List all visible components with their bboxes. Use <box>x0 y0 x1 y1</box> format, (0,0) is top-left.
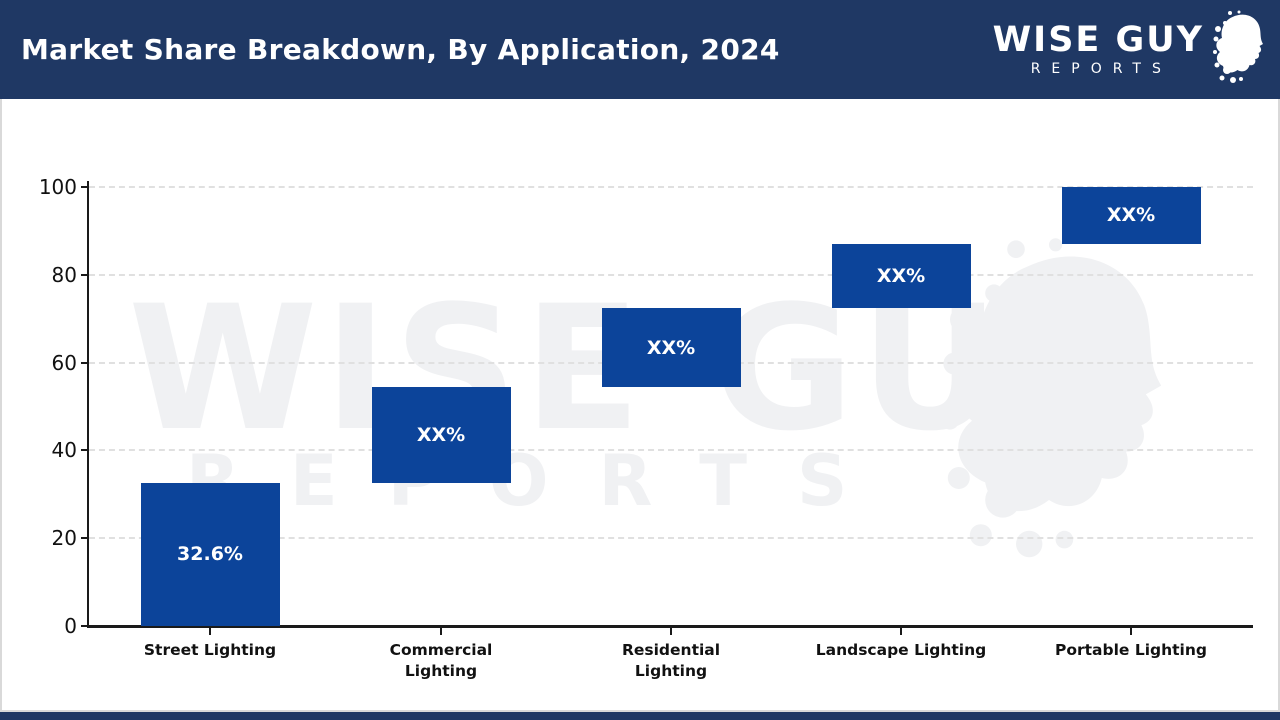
footer-bar <box>0 712 1280 720</box>
y-tick-label: 20 <box>51 526 77 551</box>
bar-label: XX% <box>876 264 926 287</box>
x-tick-mark <box>670 628 672 635</box>
logo-wordmark: WISE GUY <box>992 19 1204 60</box>
wiseguy-logo: WISE GUY REPORTS <box>993 10 1280 90</box>
x-category-label: Landscape Lighting <box>815 641 987 659</box>
bar-label: XX% <box>416 424 466 447</box>
x-category-label: Portable Lighting <box>1054 641 1207 659</box>
y-tick-mark <box>81 537 89 540</box>
x-axis <box>87 625 1253 628</box>
x-category-label: Residential Lighting <box>621 641 721 680</box>
bar-label: XX% <box>646 336 696 359</box>
right-border <box>1278 99 1280 710</box>
y-tick-mark <box>81 449 89 452</box>
x-category-label: Street Lighting <box>143 641 277 659</box>
logo-subtitle: REPORTS <box>1030 60 1172 77</box>
gridline <box>89 449 1253 452</box>
gridline <box>89 273 1253 276</box>
bar: XX% <box>1061 187 1201 244</box>
y-tick-label: 100 <box>38 175 77 199</box>
y-tick-mark <box>81 273 89 276</box>
bar-label: XX% <box>1106 204 1156 227</box>
bar: 32.6% <box>140 482 280 626</box>
y-tick-label: 40 <box>51 438 77 463</box>
y-tick-label: 80 <box>51 262 77 287</box>
gridline <box>89 186 1253 188</box>
x-tick-mark <box>209 628 211 635</box>
bottom-border <box>0 710 1280 712</box>
watermark-subtitle: REPORTS <box>186 440 898 522</box>
header-bar: Market Share Breakdown, By Application, … <box>0 0 1280 99</box>
y-tick-mark <box>81 625 89 627</box>
gridline <box>89 537 1253 540</box>
y-axis <box>87 181 89 628</box>
bar: XX% <box>371 387 511 483</box>
wiseguy-logo-text: WISE GUY REPORTS <box>992 19 1204 77</box>
bar-label: 32.6% <box>177 543 243 566</box>
y-tick-mark <box>81 361 89 364</box>
left-border <box>0 99 2 710</box>
page-title: Market Share Breakdown, By Application, … <box>21 33 780 66</box>
x-category-label: Commercial Lighting <box>389 641 493 680</box>
wiseguy-head-icon <box>1213 10 1263 83</box>
x-tick-mark <box>440 628 442 635</box>
x-tick-mark <box>1130 628 1132 635</box>
x-tick-mark <box>900 628 902 635</box>
y-tick-label: 60 <box>51 350 77 375</box>
y-tick-label: 0 <box>64 614 77 638</box>
bar: XX% <box>601 308 741 388</box>
bar: XX% <box>831 243 971 309</box>
y-tick-mark <box>81 186 89 188</box>
watermark-head-icon <box>941 238 1162 558</box>
